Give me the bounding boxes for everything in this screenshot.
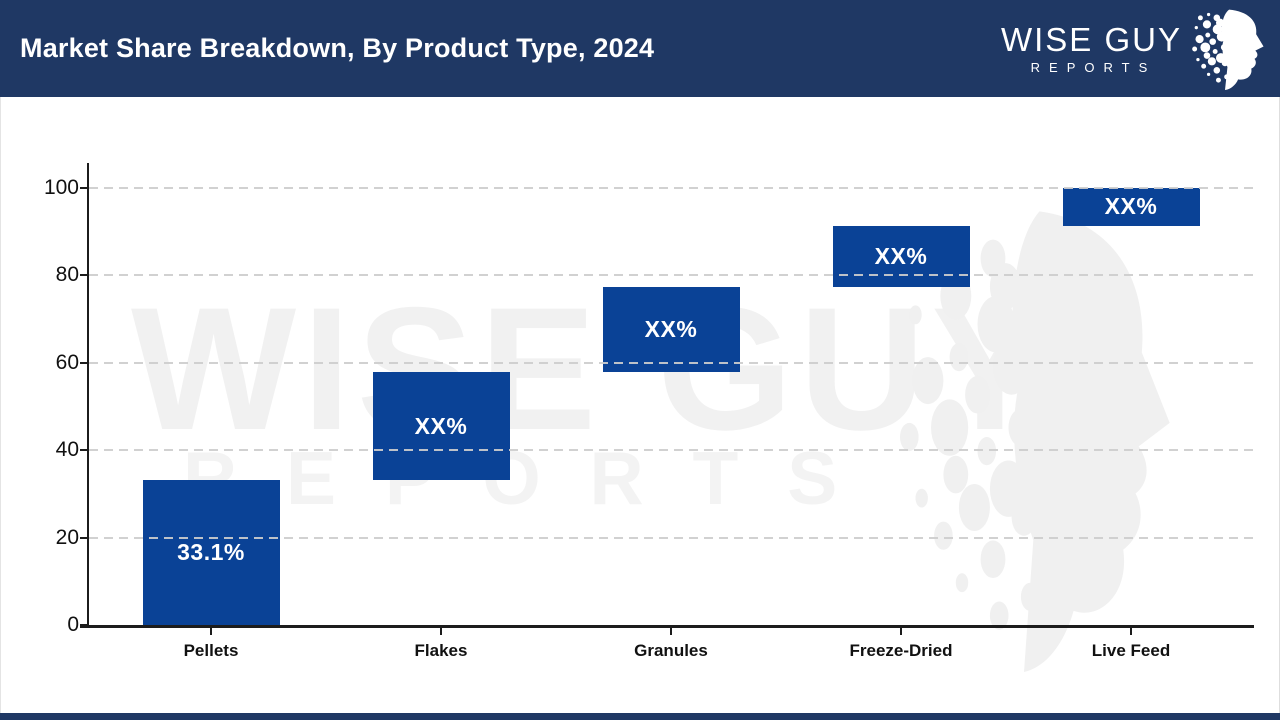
footer-accent-bar bbox=[0, 713, 1280, 720]
brand-logo: WISE GUY REPORTS bbox=[1001, 7, 1266, 91]
y-tick-label: 40 bbox=[55, 438, 79, 461]
gridline-80 bbox=[89, 274, 1254, 276]
x-tick-mark bbox=[670, 628, 672, 635]
chart-title: Market Share Breakdown, By Product Type,… bbox=[20, 33, 655, 63]
y-axis-line bbox=[87, 163, 89, 627]
logo-wordmark: WISE GUY bbox=[1000, 20, 1182, 58]
y-tick-label: 20 bbox=[55, 525, 79, 549]
logo-subtitle: REPORTS bbox=[1030, 59, 1157, 75]
y-tick-label: 0 bbox=[67, 613, 79, 636]
header-bar: Market Share Breakdown, By Product Type,… bbox=[0, 0, 1280, 97]
bar-value-label: XX% bbox=[874, 242, 928, 269]
x-category-label: Flakes bbox=[414, 641, 468, 660]
bar-freeze-dried: XX% bbox=[832, 226, 970, 287]
gridline-100 bbox=[89, 186, 1254, 189]
bar-granules: XX% bbox=[602, 286, 740, 373]
bar-value-label: XX% bbox=[1104, 193, 1158, 220]
gridline-40 bbox=[89, 449, 1254, 451]
logo-face-icon bbox=[1192, 9, 1264, 90]
y-tick-mark bbox=[80, 274, 89, 276]
x-category-label: Freeze-Dried bbox=[849, 641, 953, 660]
plot-area: 33.1% XX% XX% XX% XX% 0 20 40 60 80 100 Pellets Flak… bbox=[1, 97, 1279, 713]
x-tick-mark bbox=[440, 628, 442, 635]
bar-flakes: XX% bbox=[372, 372, 510, 481]
bar-pellets: 33.1% bbox=[142, 480, 280, 625]
y-tick-label: 100 bbox=[43, 175, 79, 199]
bar-value-label: 33.1% bbox=[177, 539, 245, 566]
y-tick-mark bbox=[80, 361, 89, 364]
y-tick-label: 80 bbox=[55, 263, 79, 286]
y-tick-mark bbox=[80, 449, 89, 451]
y-tick-mark bbox=[80, 186, 89, 189]
y-tick-label: 60 bbox=[55, 350, 79, 374]
x-category-label: Pellets bbox=[183, 641, 239, 660]
chart-area: WISE GUY R E P O R T S 33.1% XX% XX% XX% XX%… bbox=[0, 97, 1280, 713]
gridline-60 bbox=[89, 361, 1254, 364]
x-tick-mark bbox=[900, 628, 902, 635]
bar-live-feed: XX% bbox=[1062, 187, 1200, 226]
bar-value-label: XX% bbox=[644, 315, 698, 342]
x-axis-line bbox=[80, 625, 1254, 628]
x-category-label: Live Feed bbox=[1091, 641, 1171, 660]
y-tick-mark bbox=[80, 536, 89, 539]
x-category-label: Granules bbox=[634, 641, 708, 660]
bar-value-label: XX% bbox=[414, 412, 468, 439]
x-tick-mark bbox=[1130, 628, 1132, 635]
x-tick-mark bbox=[210, 628, 212, 635]
gridline-20 bbox=[89, 536, 1254, 539]
